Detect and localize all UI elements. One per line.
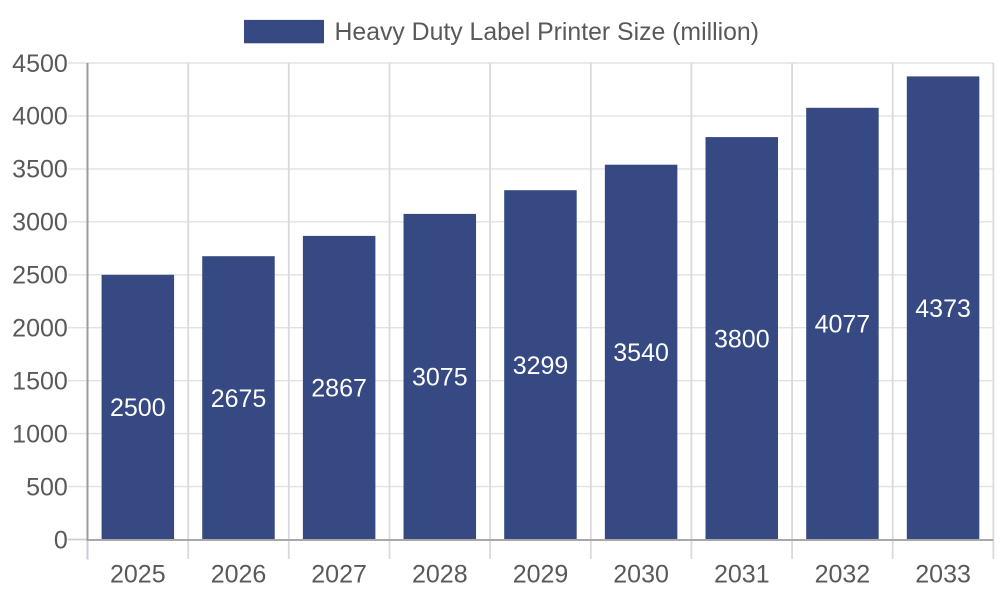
svg-text:4000: 4000 (12, 103, 68, 131)
svg-text:1500: 1500 (12, 368, 68, 396)
svg-text:2025: 2025 (110, 561, 166, 589)
svg-text:0: 0 (54, 526, 68, 554)
svg-text:2027: 2027 (311, 561, 367, 589)
svg-text:3500: 3500 (12, 156, 68, 184)
svg-text:Heavy Duty Label Printer Size: Heavy Duty Label Printer Size (million) (335, 19, 759, 46)
svg-text:2032: 2032 (815, 561, 871, 589)
svg-text:3800: 3800 (714, 325, 770, 353)
svg-text:2028: 2028 (412, 561, 468, 589)
svg-text:2029: 2029 (513, 561, 569, 589)
svg-text:2500: 2500 (12, 262, 68, 290)
svg-text:4373: 4373 (915, 295, 971, 323)
svg-text:2000: 2000 (12, 315, 68, 343)
svg-text:2026: 2026 (211, 561, 267, 589)
svg-text:2031: 2031 (714, 561, 770, 589)
svg-text:2867: 2867 (311, 375, 367, 403)
svg-text:3299: 3299 (513, 352, 569, 380)
svg-text:2030: 2030 (613, 561, 669, 589)
svg-text:2675: 2675 (211, 385, 267, 413)
svg-text:4077: 4077 (815, 311, 871, 339)
svg-text:3000: 3000 (12, 209, 68, 237)
svg-text:3540: 3540 (613, 339, 669, 367)
svg-text:4500: 4500 (12, 50, 68, 78)
svg-text:2033: 2033 (915, 561, 971, 589)
svg-text:3075: 3075 (412, 364, 468, 392)
svg-text:500: 500 (26, 473, 68, 501)
svg-text:2500: 2500 (110, 394, 166, 422)
svg-text:1000: 1000 (12, 420, 68, 448)
